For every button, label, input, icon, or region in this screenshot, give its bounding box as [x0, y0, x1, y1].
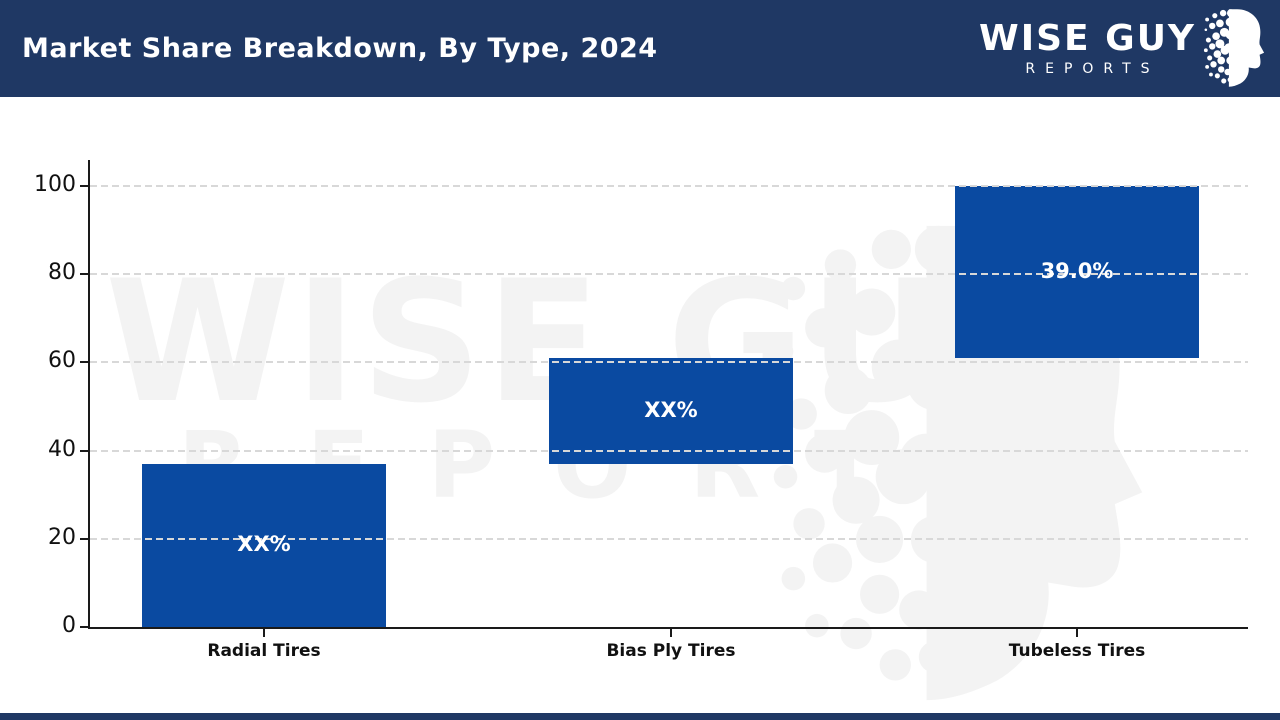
wise-guy-reports-logo: WISE GUY REPORTS	[979, 8, 1266, 88]
y-tick-100	[80, 185, 88, 187]
gridline-40	[90, 449, 1248, 452]
y-tick-label-80: 80	[48, 260, 76, 286]
page-title: Market Share Breakdown, By Type, 2024	[22, 33, 658, 64]
y-axis-line	[88, 160, 90, 629]
bar-value-label: XX%	[644, 397, 698, 422]
bar-tubeless-tires	[955, 186, 1199, 358]
y-tick-40	[80, 449, 88, 452]
x-category-label: Tubeless Tires	[1008, 641, 1146, 661]
y-tick-label-0: 0	[62, 613, 76, 638]
gridline-20	[90, 537, 1248, 540]
bar-value-label: XX%	[237, 532, 291, 557]
gridline-80	[90, 273, 1248, 276]
y-tick-label-100: 100	[34, 172, 76, 197]
x-category-label: Radial Tires	[207, 641, 321, 661]
y-tick-label-40: 40	[48, 436, 76, 462]
dotted-face-icon	[1203, 9, 1265, 87]
gridline-60	[90, 361, 1248, 364]
x-axis-line	[88, 627, 1248, 629]
x-tick-2	[1076, 629, 1078, 637]
footer-stripe	[0, 713, 1280, 720]
x-tick-0	[263, 629, 265, 637]
logo-subtitle: REPORTS	[1025, 60, 1160, 77]
y-tick-label-20: 20	[48, 524, 76, 550]
logo-wordmark: WISE GUY	[978, 17, 1196, 59]
bar-value-label: 39.0%	[1040, 258, 1114, 283]
x-category-label: Bias Ply Tires	[606, 641, 736, 661]
y-tick-0	[80, 626, 88, 628]
bar-bias-ply-tires	[549, 357, 793, 464]
logo-text: WISE GUY REPORTS	[978, 17, 1196, 77]
y-tick-20	[80, 537, 88, 540]
y-tick-60	[80, 361, 88, 364]
gridline-100	[90, 185, 1248, 187]
y-tick-80	[80, 273, 88, 276]
y-tick-label-60: 60	[48, 348, 76, 374]
x-tick-1	[670, 629, 672, 637]
header-band: Market Share Breakdown, By Type, 2024 WI…	[0, 0, 1280, 97]
bar-radial-tires	[142, 463, 386, 627]
